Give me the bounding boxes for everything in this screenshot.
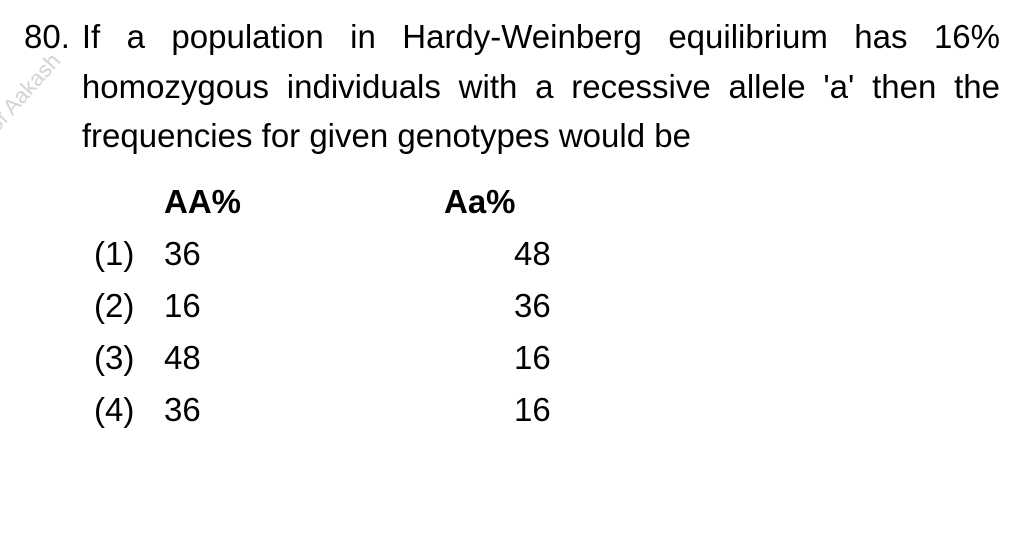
option-aa-value: 16 [164, 287, 514, 325]
option-label: (3) [94, 339, 164, 377]
option-label: (4) [94, 391, 164, 429]
option-ab-value: 48 [514, 235, 714, 273]
option-row: (2) 16 36 [94, 287, 1000, 325]
option-ab-value: 16 [514, 391, 714, 429]
option-ab-value: 16 [514, 339, 714, 377]
answer-block: AA% Aa% (1) 36 48 (2) 16 36 (3) 48 16 (4… [94, 183, 1000, 429]
question-text: If a population in Hardy-Weinberg equili… [82, 12, 1000, 161]
option-aa-value: 48 [164, 339, 514, 377]
option-row: (4) 36 16 [94, 391, 1000, 429]
option-row: (3) 48 16 [94, 339, 1000, 377]
option-ab-value: 36 [514, 287, 714, 325]
option-aa-value: 36 [164, 235, 514, 273]
option-row: (1) 36 48 [94, 235, 1000, 273]
header-col-ab: Aa% [444, 183, 644, 221]
option-aa-value: 36 [164, 391, 514, 429]
option-label: (2) [94, 287, 164, 325]
header-col-aa: AA% [94, 183, 444, 221]
answer-header-row: AA% Aa% [94, 183, 1000, 221]
option-label: (1) [94, 235, 164, 273]
question-block: 80. If a population in Hardy-Weinberg eq… [24, 12, 1000, 161]
question-number: 80. [24, 12, 82, 62]
